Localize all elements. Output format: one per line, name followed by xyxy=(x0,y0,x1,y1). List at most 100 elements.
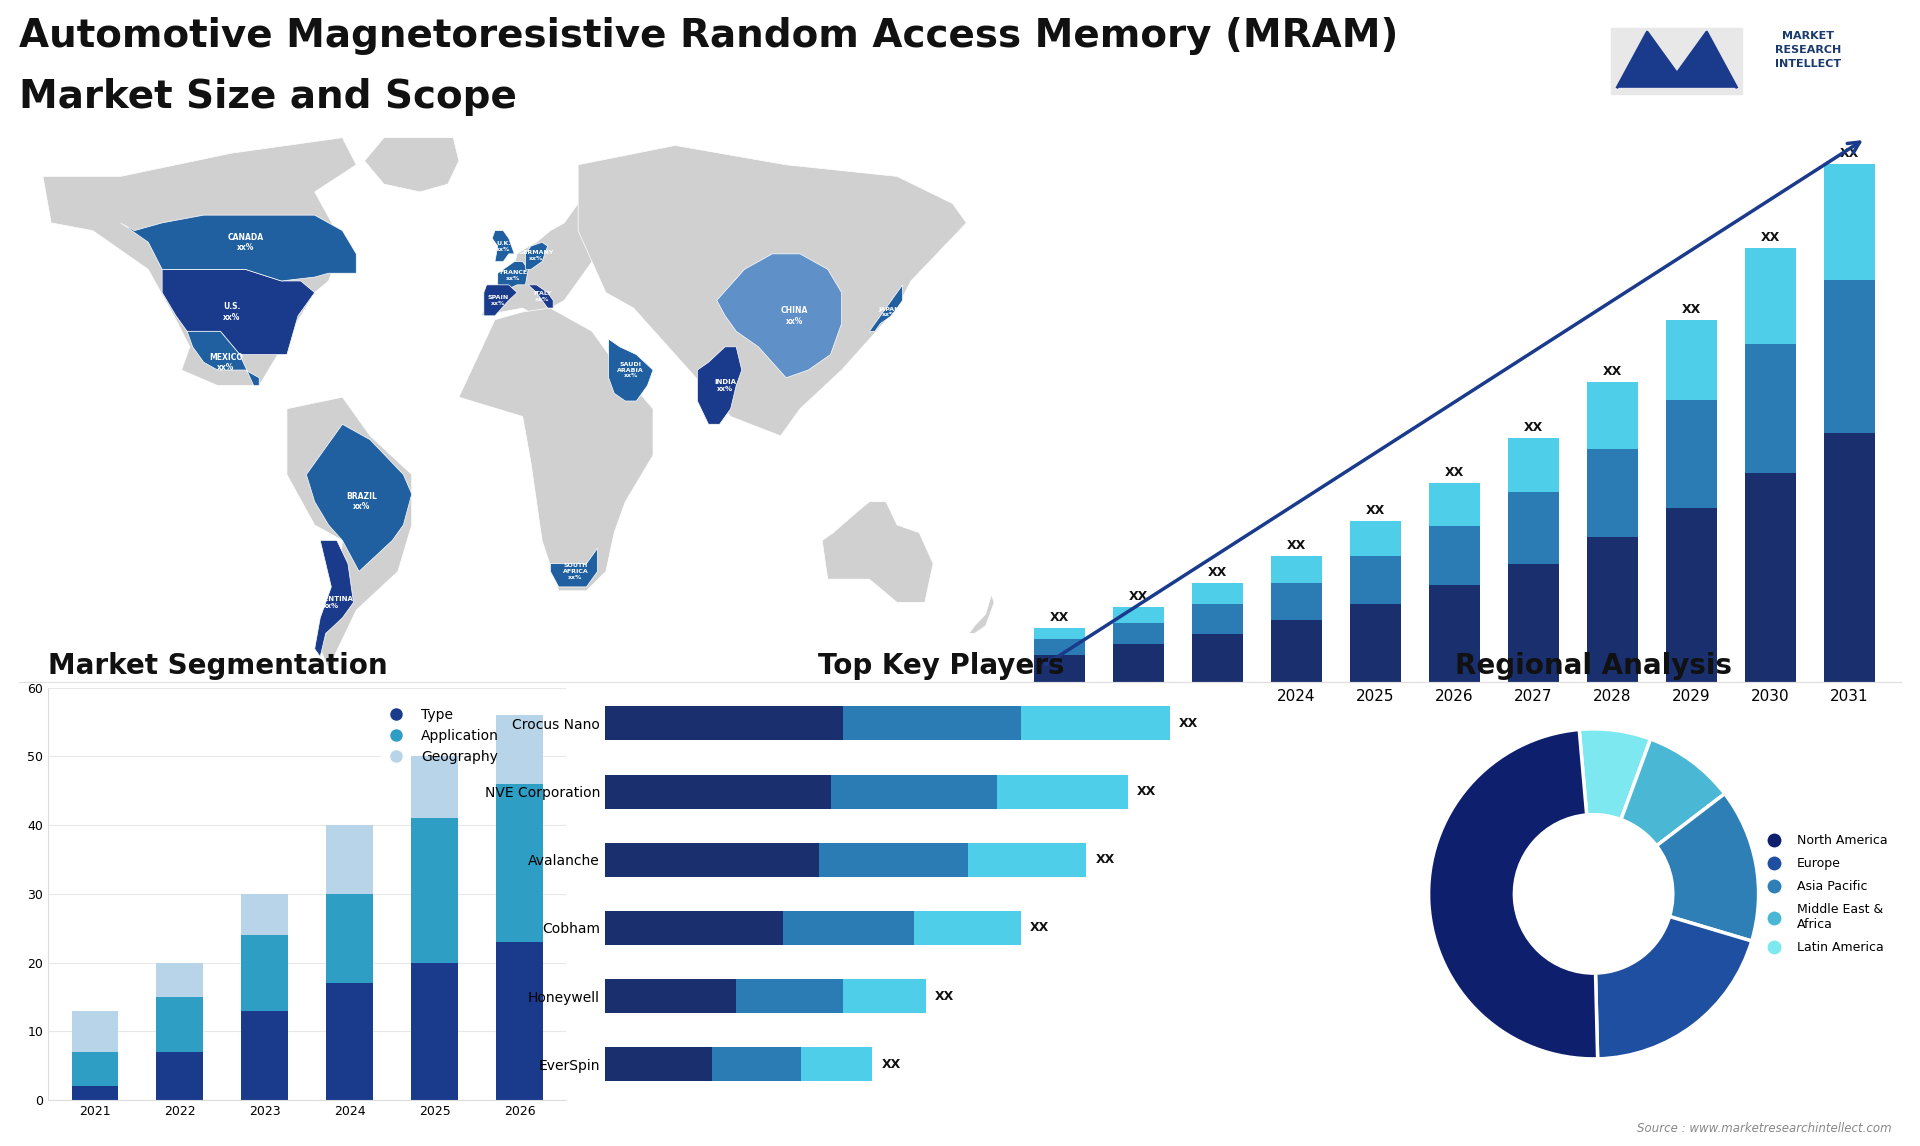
Bar xyxy=(156,963,204,997)
Text: XX: XX xyxy=(1129,590,1148,603)
Text: XX: XX xyxy=(1682,303,1701,316)
Wedge shape xyxy=(1428,730,1597,1059)
Text: XX: XX xyxy=(1603,364,1622,377)
Bar xyxy=(1033,639,1085,656)
Bar xyxy=(820,842,968,877)
Bar xyxy=(495,784,543,942)
Bar xyxy=(1350,521,1402,556)
Polygon shape xyxy=(716,254,841,378)
Bar xyxy=(156,997,204,1052)
Bar xyxy=(1271,620,1323,682)
Bar xyxy=(1350,556,1402,604)
Text: XX: XX xyxy=(1761,230,1780,244)
Polygon shape xyxy=(578,146,966,435)
Polygon shape xyxy=(484,285,516,316)
Text: XX: XX xyxy=(1179,717,1198,730)
Bar xyxy=(242,1011,288,1100)
Wedge shape xyxy=(1596,917,1751,1059)
Bar xyxy=(411,963,459,1100)
Bar xyxy=(1428,484,1480,526)
Text: U.S.
xx%: U.S. xx% xyxy=(223,303,240,322)
Text: FRANCE
xx%: FRANCE xx% xyxy=(499,269,526,281)
Text: XX: XX xyxy=(1137,785,1156,798)
Wedge shape xyxy=(1580,729,1651,819)
Text: SAUDI
ARABIA
xx%: SAUDI ARABIA xx% xyxy=(618,362,645,378)
Text: XX: XX xyxy=(1029,921,1048,934)
Polygon shape xyxy=(551,548,597,587)
Text: XX: XX xyxy=(935,990,954,1003)
Bar xyxy=(1586,382,1638,448)
Bar xyxy=(326,983,372,1100)
Text: INDIA
xx%: INDIA xx% xyxy=(714,379,735,392)
Bar xyxy=(242,935,288,1011)
Polygon shape xyxy=(161,269,315,354)
Bar xyxy=(1114,606,1164,623)
Polygon shape xyxy=(482,191,607,316)
Title: Top Key Players: Top Key Players xyxy=(818,652,1064,680)
Bar xyxy=(1192,604,1242,634)
Text: GERMANY
xx%: GERMANY xx% xyxy=(518,250,555,261)
Bar xyxy=(783,911,914,945)
Text: MEXICO
xx%: MEXICO xx% xyxy=(209,353,242,372)
Text: Source : www.marketresearchintellect.com: Source : www.marketresearchintellect.com xyxy=(1636,1122,1891,1135)
Bar xyxy=(1271,582,1323,620)
Bar xyxy=(71,1086,119,1100)
Bar xyxy=(1033,656,1085,682)
Wedge shape xyxy=(1620,739,1724,846)
Bar xyxy=(326,894,372,983)
Bar xyxy=(1350,604,1402,682)
Bar xyxy=(71,1011,119,1052)
Polygon shape xyxy=(528,285,553,308)
Polygon shape xyxy=(1617,32,1736,87)
Text: XX: XX xyxy=(1444,466,1465,479)
Polygon shape xyxy=(121,215,357,281)
Bar xyxy=(1507,492,1559,564)
Title: Regional Analysis: Regional Analysis xyxy=(1455,652,1732,680)
Polygon shape xyxy=(609,339,653,401)
Bar xyxy=(843,706,1021,740)
Text: XX: XX xyxy=(1208,566,1227,579)
Polygon shape xyxy=(286,398,411,668)
Bar xyxy=(1667,508,1716,682)
Bar xyxy=(71,1052,119,1086)
Bar xyxy=(605,775,831,809)
Bar xyxy=(1745,344,1795,473)
Text: XX: XX xyxy=(1839,148,1859,160)
Bar xyxy=(1824,164,1876,280)
Bar xyxy=(411,756,459,818)
Text: Market Size and Scope: Market Size and Scope xyxy=(19,78,516,116)
Bar xyxy=(735,979,843,1013)
Text: Automotive Magnetoresistive Random Access Memory (MRAM): Automotive Magnetoresistive Random Acces… xyxy=(19,17,1398,55)
Bar xyxy=(1428,526,1480,586)
Polygon shape xyxy=(492,230,515,261)
Text: XX: XX xyxy=(1286,539,1306,552)
Polygon shape xyxy=(459,308,653,591)
Bar xyxy=(1586,448,1638,537)
Text: Market Segmentation: Market Segmentation xyxy=(48,652,388,680)
Polygon shape xyxy=(970,595,995,634)
Bar xyxy=(1667,400,1716,508)
Bar xyxy=(1114,644,1164,682)
Bar xyxy=(1824,432,1876,682)
Bar xyxy=(1192,582,1242,604)
Bar xyxy=(843,979,925,1013)
Bar xyxy=(605,706,843,740)
Text: CANADA
xx%: CANADA xx% xyxy=(227,233,263,252)
Bar xyxy=(1667,320,1716,400)
Text: XX: XX xyxy=(881,1058,900,1070)
Text: ARGENTINA
xx%: ARGENTINA xx% xyxy=(309,596,355,609)
Bar xyxy=(1033,628,1085,639)
Polygon shape xyxy=(822,502,933,603)
Polygon shape xyxy=(1611,28,1743,94)
Bar xyxy=(605,1047,712,1082)
Bar xyxy=(1114,623,1164,644)
Polygon shape xyxy=(526,242,547,269)
Bar xyxy=(1428,586,1480,682)
Polygon shape xyxy=(497,261,528,289)
Bar xyxy=(1745,248,1795,344)
Bar xyxy=(326,825,372,894)
Bar xyxy=(411,818,459,963)
Bar xyxy=(1586,537,1638,682)
Bar xyxy=(495,715,543,784)
Bar xyxy=(1824,280,1876,432)
